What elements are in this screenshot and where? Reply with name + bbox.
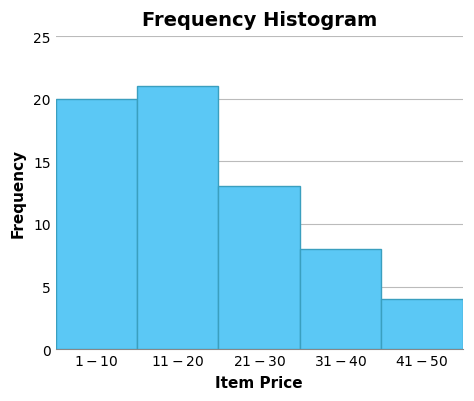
Bar [219,187,300,349]
Bar [55,99,137,349]
Title: Frequency Histogram: Frequency Histogram [142,11,377,30]
Y-axis label: Frequency: Frequency [11,149,26,238]
Bar [382,299,463,349]
X-axis label: Item Price: Item Price [215,375,303,390]
Bar [300,249,382,349]
Bar [137,87,219,349]
